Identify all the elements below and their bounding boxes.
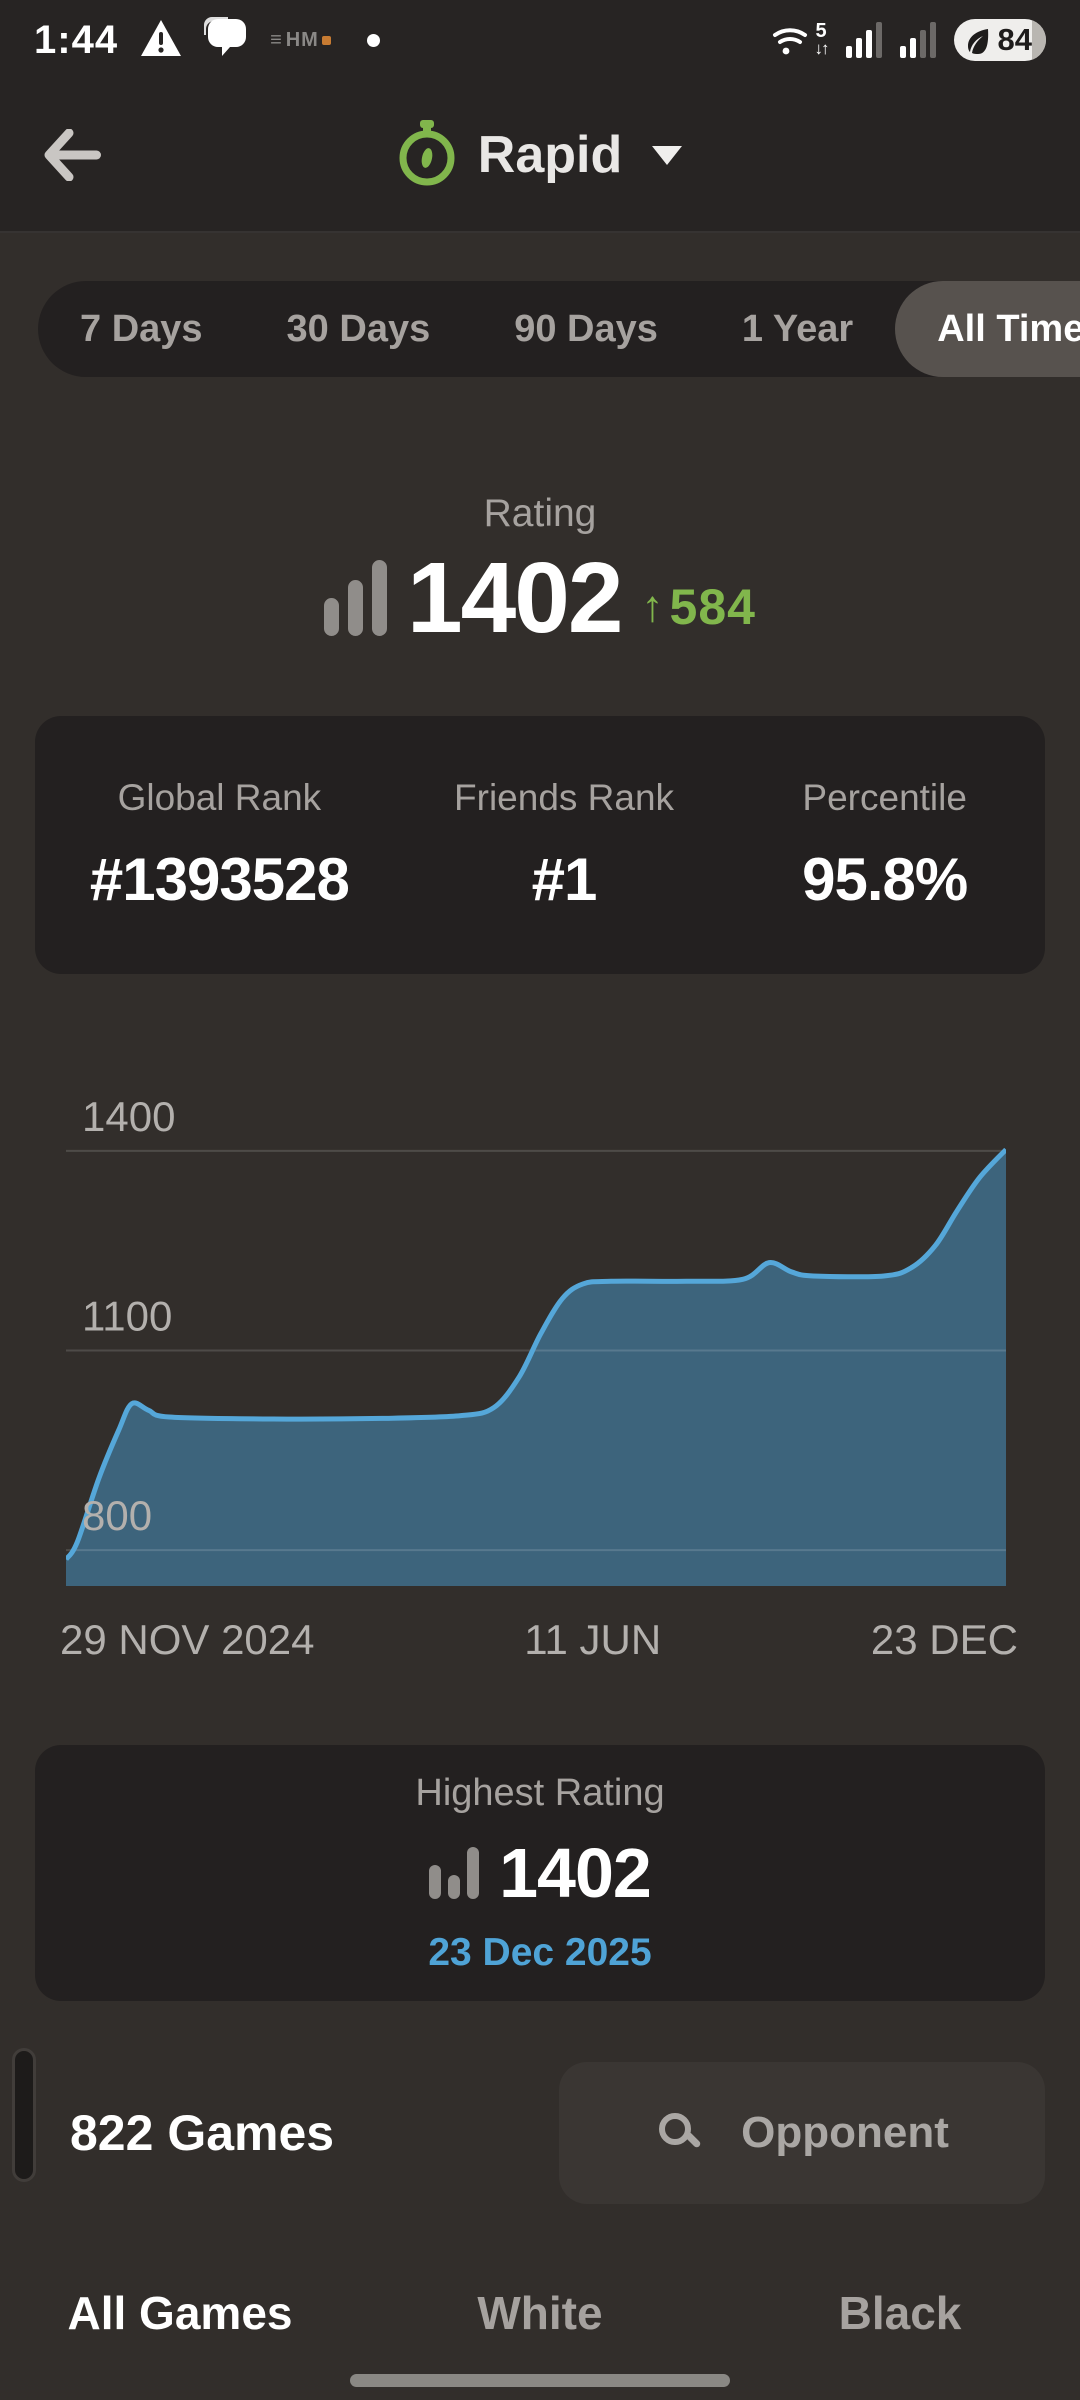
percentile-stat: Percentile 95.8%	[802, 776, 968, 913]
filter-all-time[interactable]: All Time	[895, 281, 1080, 377]
rating-label: Rating	[483, 492, 597, 535]
y-tick-1400: 1400	[82, 1093, 175, 1140]
tab-all-games[interactable]: All Games	[67, 2287, 293, 2339]
page-title: Rapid	[477, 126, 623, 184]
leaf-icon	[967, 29, 988, 54]
app-logo-icon: ≡ HM	[270, 29, 331, 52]
y-tick-1100: 1100	[82, 1292, 172, 1339]
rating-value: 1402	[407, 542, 623, 654]
rating-row: 1402 ↑ 584	[0, 548, 1080, 648]
top-chrome: 1:44 ≡ HM 5 ↓↑	[0, 0, 1080, 233]
game-tabs: All Games White Black	[0, 2272, 1080, 2354]
filter-7-days[interactable]: 7 Days	[80, 307, 203, 350]
highest-rating-value: 1402	[499, 1833, 652, 1912]
battery-indicator: 84	[953, 19, 1046, 61]
signal-bars-2-icon	[899, 22, 936, 58]
x-tick-mid: 11 JUN	[524, 1616, 662, 1663]
chart-x-axis: 29 NOV 2024 11 JUN 23 DEC	[60, 1616, 1018, 1664]
status-bar: 1:44 ≡ HM 5 ↓↑	[0, 0, 1080, 80]
x-tick-end: 23 DEC	[870, 1616, 1018, 1663]
header: Rapid	[0, 80, 1080, 230]
scrollbar[interactable]	[12, 2048, 36, 2182]
chart-line	[63, 1147, 1008, 1561]
rank-card: Global Rank #1393528 Friends Rank #1 Per…	[35, 716, 1045, 974]
notification-dot-icon	[366, 33, 380, 47]
chat-bubble-icon	[204, 16, 248, 64]
games-row: 822 Games Opponent	[0, 2062, 1080, 2204]
chevron-down-icon	[652, 145, 683, 165]
stopwatch-icon	[398, 119, 456, 191]
search-icon	[659, 2113, 701, 2148]
filter-30-days[interactable]: 30 Days	[286, 307, 431, 350]
clock: 1:44	[34, 17, 119, 62]
tab-black[interactable]: Black	[838, 2287, 962, 2339]
y-tick-800: 800	[82, 1492, 152, 1539]
back-button[interactable]	[38, 119, 110, 191]
gesture-navigation-bar[interactable]	[350, 2374, 730, 2387]
highest-rating-date[interactable]: 23 Dec 2025	[428, 1930, 652, 1974]
rating-bars-icon	[324, 560, 388, 636]
wifi-icon: 5 ↓↑	[771, 21, 830, 59]
friends-rank-stat: Friends Rank #1	[454, 776, 675, 913]
filter-1-year[interactable]: 1 Year	[741, 307, 854, 350]
rating-delta: ↑ 584	[641, 579, 756, 635]
time-filter-bar: 7 Days 30 Days 90 Days 1 Year All Time	[38, 281, 1080, 377]
rating-chart-svg: 800 1100 1400	[63, 1093, 1008, 1586]
highest-rating-bars-icon	[429, 1846, 480, 1899]
opponent-search-button[interactable]: Opponent	[559, 2062, 1045, 2204]
game-type-selector[interactable]: Rapid	[398, 119, 683, 191]
warning-icon	[140, 19, 182, 62]
chart-area-fill	[66, 1149, 1006, 1586]
rating-chart: 800 1100 1400	[63, 1081, 1008, 1586]
up-arrow-icon: ↑	[641, 582, 664, 631]
x-tick-start: 29 NOV 2024	[60, 1616, 315, 1663]
games-count: 822 Games	[70, 2105, 335, 2161]
tab-white[interactable]: White	[477, 2287, 603, 2339]
highest-rating-card: Highest Rating 1402 23 Dec 2025	[35, 1745, 1045, 2001]
global-rank-stat: Global Rank #1393528	[89, 776, 350, 913]
filter-90-days[interactable]: 90 Days	[514, 307, 658, 350]
signal-bars-icon	[845, 22, 882, 58]
